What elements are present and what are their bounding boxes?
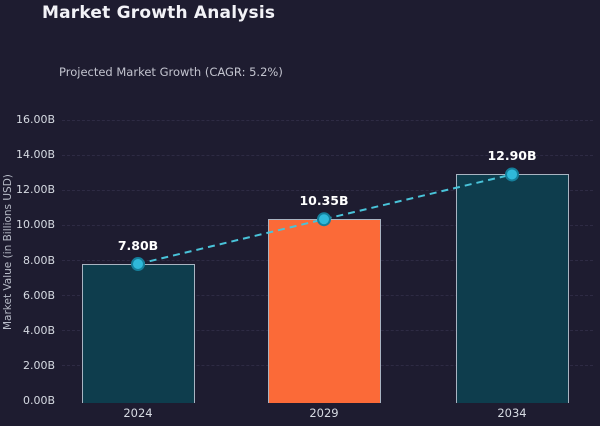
chart-title: Market Growth Analysis xyxy=(42,3,276,23)
y-tick-label: 14.00B xyxy=(15,148,55,162)
gridline xyxy=(62,154,593,156)
bar-2024 xyxy=(81,264,195,403)
bar-value-label: 12.90B xyxy=(487,148,537,164)
data-point-marker xyxy=(131,257,145,272)
bar-2029 xyxy=(267,219,381,403)
bar-value-label: 10.35B xyxy=(299,193,349,209)
data-point-marker xyxy=(505,167,519,182)
y-tick-label: 2.00B xyxy=(22,358,55,372)
x-tick-label: 2029 xyxy=(309,406,339,420)
gridline xyxy=(62,119,593,121)
x-tick-label: 2024 xyxy=(123,406,153,420)
bar-value-label: 7.80B xyxy=(117,238,159,253)
y-tick-label: 4.00B xyxy=(22,323,55,337)
y-tick-label: 0.00B xyxy=(22,394,55,407)
y-tick-label: 6.00B xyxy=(22,288,55,302)
chart-subtitle: Projected Market Growth (CAGR: 5.2%) xyxy=(59,65,283,79)
x-tick-label: 2034 xyxy=(497,406,527,420)
y-tick-label: 16.00B xyxy=(15,113,55,126)
data-point-marker xyxy=(317,212,331,227)
y-tick-label: 8.00B xyxy=(22,253,55,267)
y-tick-label: 12.00B xyxy=(15,183,55,197)
gridline xyxy=(62,189,593,191)
trend-line xyxy=(137,173,513,265)
y-tick-label: 10.00B xyxy=(15,218,55,232)
